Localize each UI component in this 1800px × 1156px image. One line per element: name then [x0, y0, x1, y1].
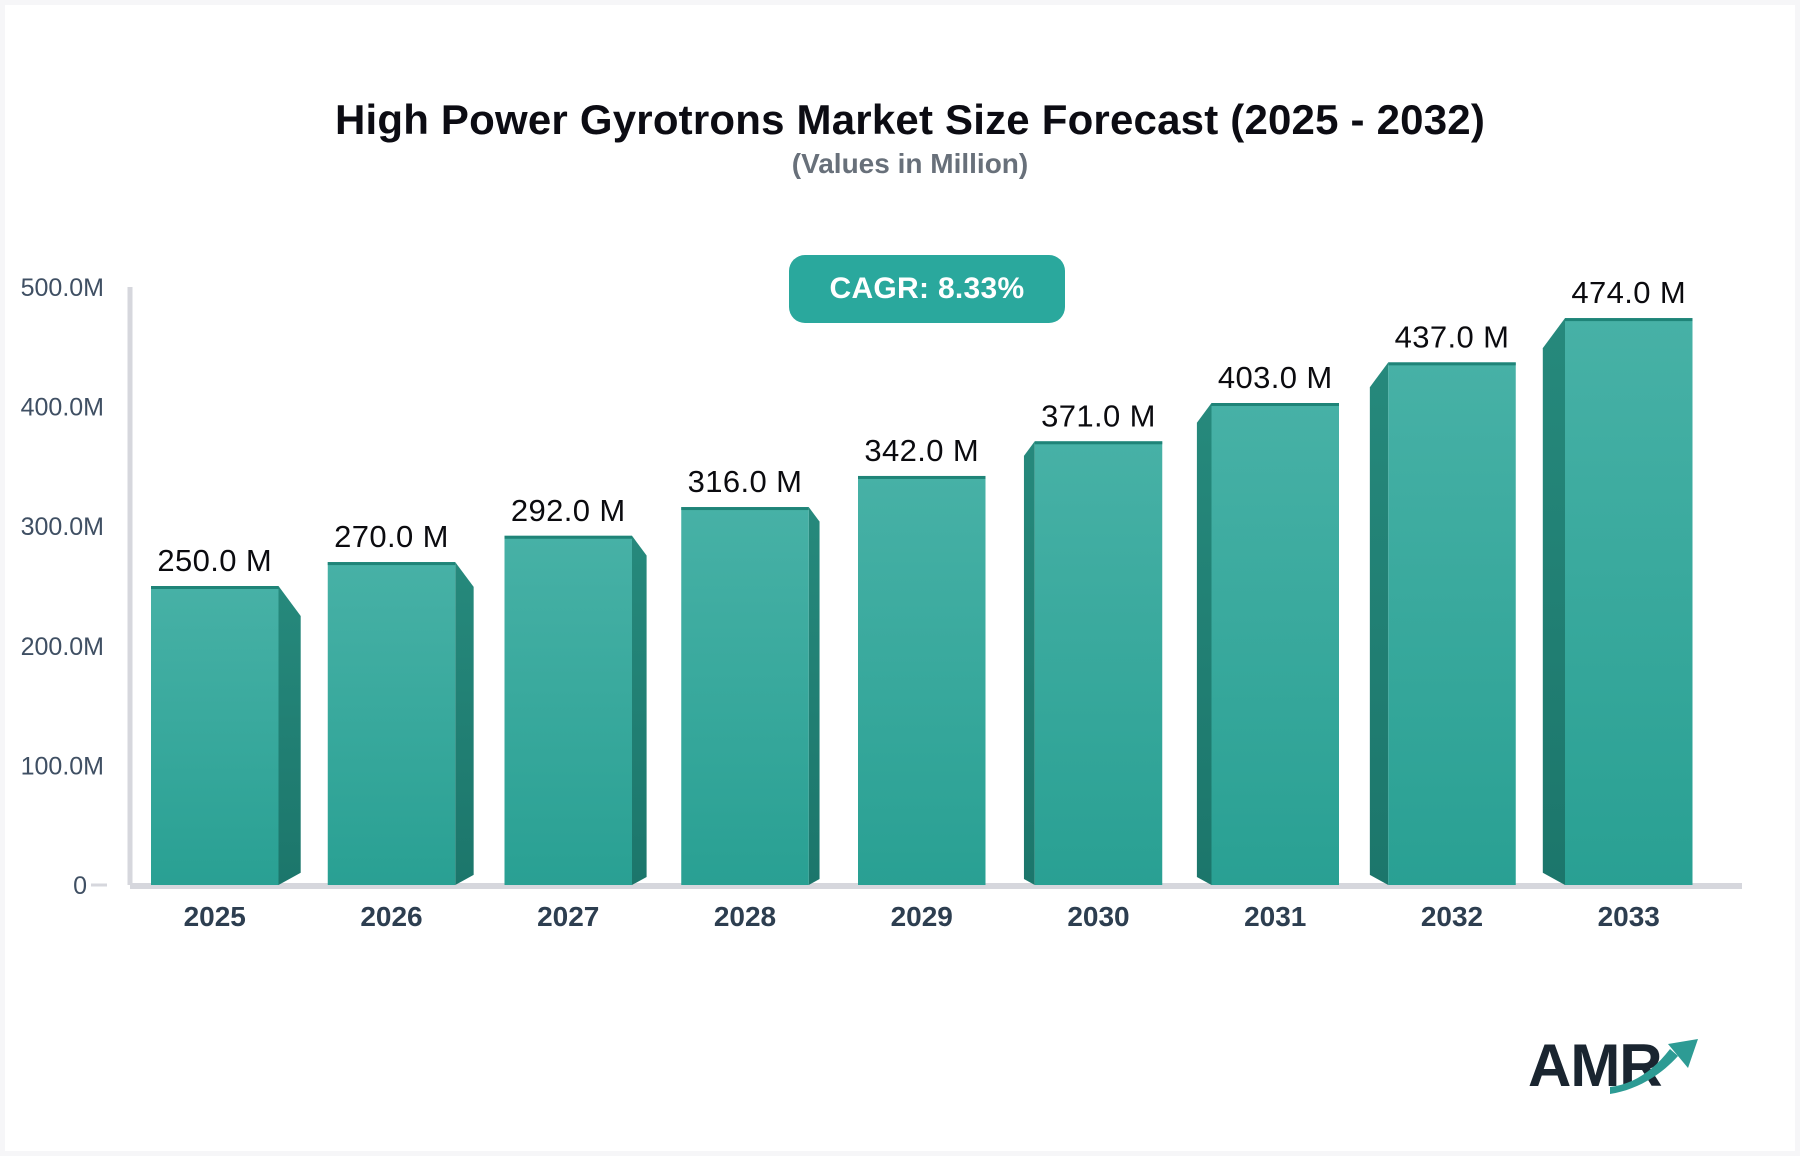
bar-2027 — [504, 535, 632, 885]
bar-side-2028 — [808, 507, 820, 885]
value-label-2026: 270.0 M — [334, 519, 449, 554]
bar-side-2032 — [1369, 362, 1389, 885]
y-axis-line — [127, 287, 133, 885]
x-tick-label-2031: 2031 — [1244, 901, 1306, 932]
bar-2028 — [681, 507, 809, 885]
y-tick-label-0: 0 — [73, 872, 87, 900]
zero-tick-mark — [91, 883, 107, 887]
bar-top-edge-2033 — [1565, 318, 1693, 322]
bar-top-edge-2027 — [504, 535, 632, 539]
bar-2025 — [151, 586, 279, 885]
y-tick-label-500: 500.0M — [21, 274, 104, 302]
bar-2033 — [1565, 318, 1693, 885]
value-label-2031: 403.0 M — [1218, 360, 1333, 395]
bar-side-2027 — [632, 535, 647, 885]
cagr-badge: CAGR: 8.33% — [789, 255, 1065, 323]
x-tick-label-2033: 2033 — [1598, 901, 1660, 932]
y-tick-label-300: 300.0M — [21, 513, 104, 541]
x-tick-label-2025: 2025 — [184, 901, 246, 932]
bar-top-edge-2026 — [327, 562, 456, 566]
bar-side-2030 — [1023, 441, 1035, 885]
bar-2030 — [1034, 441, 1163, 885]
bar-top-edge-2030 — [1034, 441, 1163, 445]
x-tick-label-2028: 2028 — [714, 901, 776, 932]
amr-logo-arrow-icon — [1610, 1039, 1698, 1094]
value-label-2028: 316.0 M — [688, 464, 803, 499]
bar-2026 — [327, 562, 456, 885]
x-tick-label-2026: 2026 — [360, 901, 422, 932]
bar-top-edge-2031 — [1211, 403, 1339, 407]
bar-side-2025 — [278, 586, 301, 885]
y-tick-label-400: 400.0M — [21, 394, 104, 422]
y-tick-label-200: 200.0M — [21, 633, 104, 661]
bar-2032 — [1388, 362, 1516, 885]
bar-top-edge-2032 — [1388, 362, 1516, 366]
x-axis-line — [130, 883, 1742, 889]
bar-side-2031 — [1196, 403, 1212, 885]
amr-logo-text: AMR — [1528, 1032, 1663, 1099]
value-label-2027: 292.0 M — [511, 493, 626, 528]
bar-2031 — [1211, 403, 1339, 885]
chart-title: High Power Gyrotrons Market Size Forecas… — [334, 96, 1486, 143]
y-tick-label-100: 100.0M — [21, 752, 104, 780]
bar-top-edge-2028 — [681, 507, 809, 511]
value-label-2032: 437.0 M — [1395, 319, 1510, 354]
x-tick-label-2029: 2029 — [891, 901, 953, 932]
bar-side-2033 — [1542, 318, 1565, 885]
chart-subtitle: (Values in Million) — [791, 148, 1029, 179]
bar-top-edge-2025 — [151, 586, 279, 589]
amr-logo: AMR — [1528, 1034, 1718, 1114]
x-tick-label-2032: 2032 — [1421, 901, 1483, 932]
x-tick-label-2027: 2027 — [537, 901, 599, 932]
bar-top-edge-2029 — [858, 475, 986, 479]
value-label-2033: 474.0 M — [1571, 275, 1686, 310]
x-tick-label-2030: 2030 — [1067, 901, 1129, 932]
bar-side-2026 — [455, 562, 474, 885]
value-label-2029: 342.0 M — [864, 433, 979, 468]
value-label-2025: 250.0 M — [157, 543, 272, 578]
value-label-2030: 371.0 M — [1041, 398, 1156, 433]
bar-2029 — [858, 475, 986, 885]
